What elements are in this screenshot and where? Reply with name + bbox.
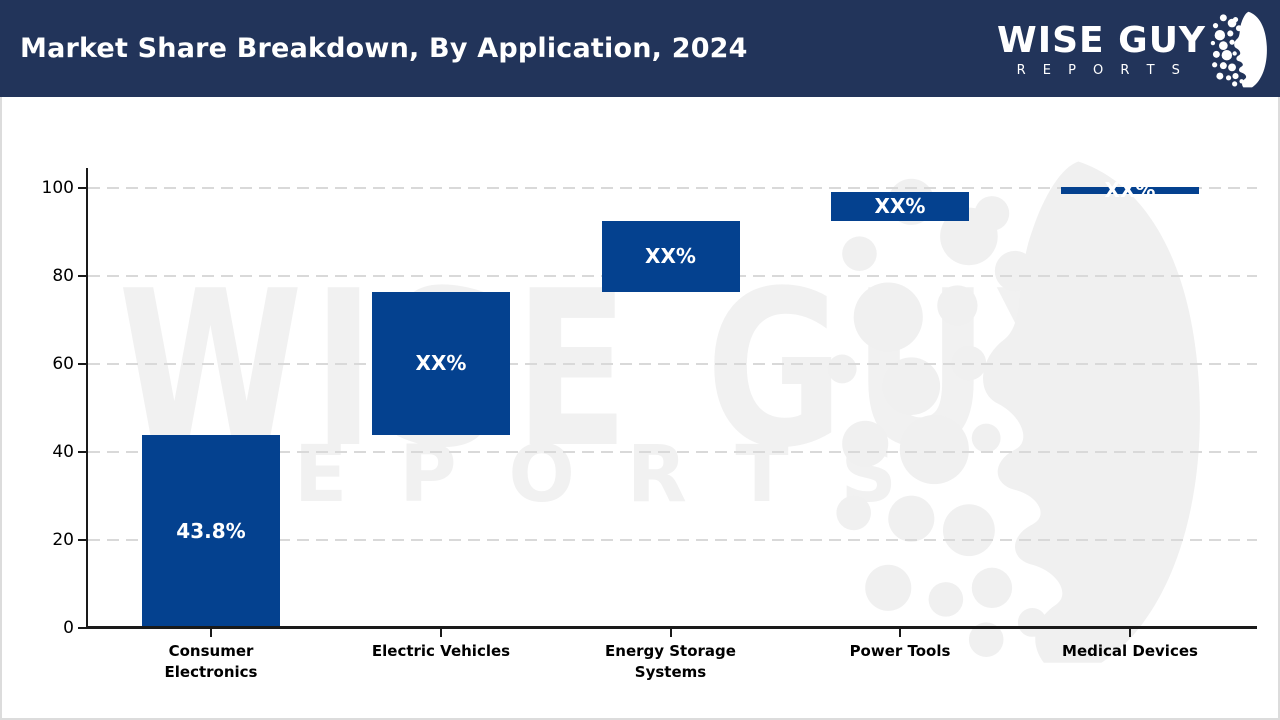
bar-value-label: XX% <box>874 194 926 219</box>
x-axis-label-5: Medical Devices <box>1062 642 1198 660</box>
y-tick-label-100: 100 <box>41 177 74 198</box>
bar-value-label: XX% <box>1104 178 1156 203</box>
x-tick-4 <box>899 629 901 637</box>
bar-value-label: XX% <box>415 351 467 376</box>
bar-value-label: XX% <box>645 244 696 269</box>
logo-dotface-icon <box>1210 11 1267 88</box>
gridline-40 <box>88 450 1257 453</box>
x-axis-label-3: Energy Storage Systems <box>605 642 736 681</box>
bar-segment-1: 43.8% <box>142 434 280 628</box>
gridline-20 <box>88 538 1257 541</box>
logo-text: WISE GUY R E P O R T S <box>996 19 1206 78</box>
header-bar: Market Share Breakdown, By Application, … <box>0 0 1280 97</box>
x-axis-label-2: Electric Vehicles <box>371 642 511 660</box>
gridline-60 <box>88 362 1257 365</box>
y-tick-label-20: 20 <box>52 529 74 550</box>
gridline-100 <box>88 186 1257 189</box>
bar-value-label: 43.8% <box>176 519 246 544</box>
bar-segment-5: XX% <box>1061 178 1199 202</box>
y-tick-label-80: 80 <box>52 265 74 286</box>
logo-brand-text: WISE GUY <box>996 19 1206 61</box>
watermark-reports-text: REPORTS <box>182 430 949 520</box>
y-tick-80 <box>78 274 86 277</box>
x-tick-5 <box>1129 629 1131 637</box>
y-tick-100 <box>78 186 86 189</box>
wise-guy-logo: WISE GUY R E P O R T S <box>997 6 1270 94</box>
y-tick-20 <box>78 538 86 541</box>
x-axis-label-1: Consumer Electronics <box>164 642 258 681</box>
logo-sub-text: R E P O R T S <box>1016 62 1187 78</box>
page-title: Market Share Breakdown, By Application, … <box>20 33 748 64</box>
y-axis-line <box>86 168 88 629</box>
bar-segment-2: XX% <box>372 291 510 435</box>
y-tick-label-40: 40 <box>52 441 74 462</box>
bar-segment-3: XX% <box>601 220 740 292</box>
y-tick-label-0: 0 <box>63 617 74 638</box>
x-axis-line <box>86 626 1257 629</box>
y-tick-40 <box>78 450 86 453</box>
y-tick-0 <box>78 626 86 629</box>
x-axis-label-4: Power Tools <box>849 642 951 660</box>
y-tick-60 <box>78 362 86 365</box>
x-tick-1 <box>210 629 212 637</box>
y-tick-label-60: 60 <box>52 353 74 374</box>
watermark-dotface-icon <box>827 161 1200 663</box>
x-tick-2 <box>440 629 442 637</box>
x-tick-3 <box>669 629 672 637</box>
bar-segment-4: XX% <box>831 191 969 221</box>
